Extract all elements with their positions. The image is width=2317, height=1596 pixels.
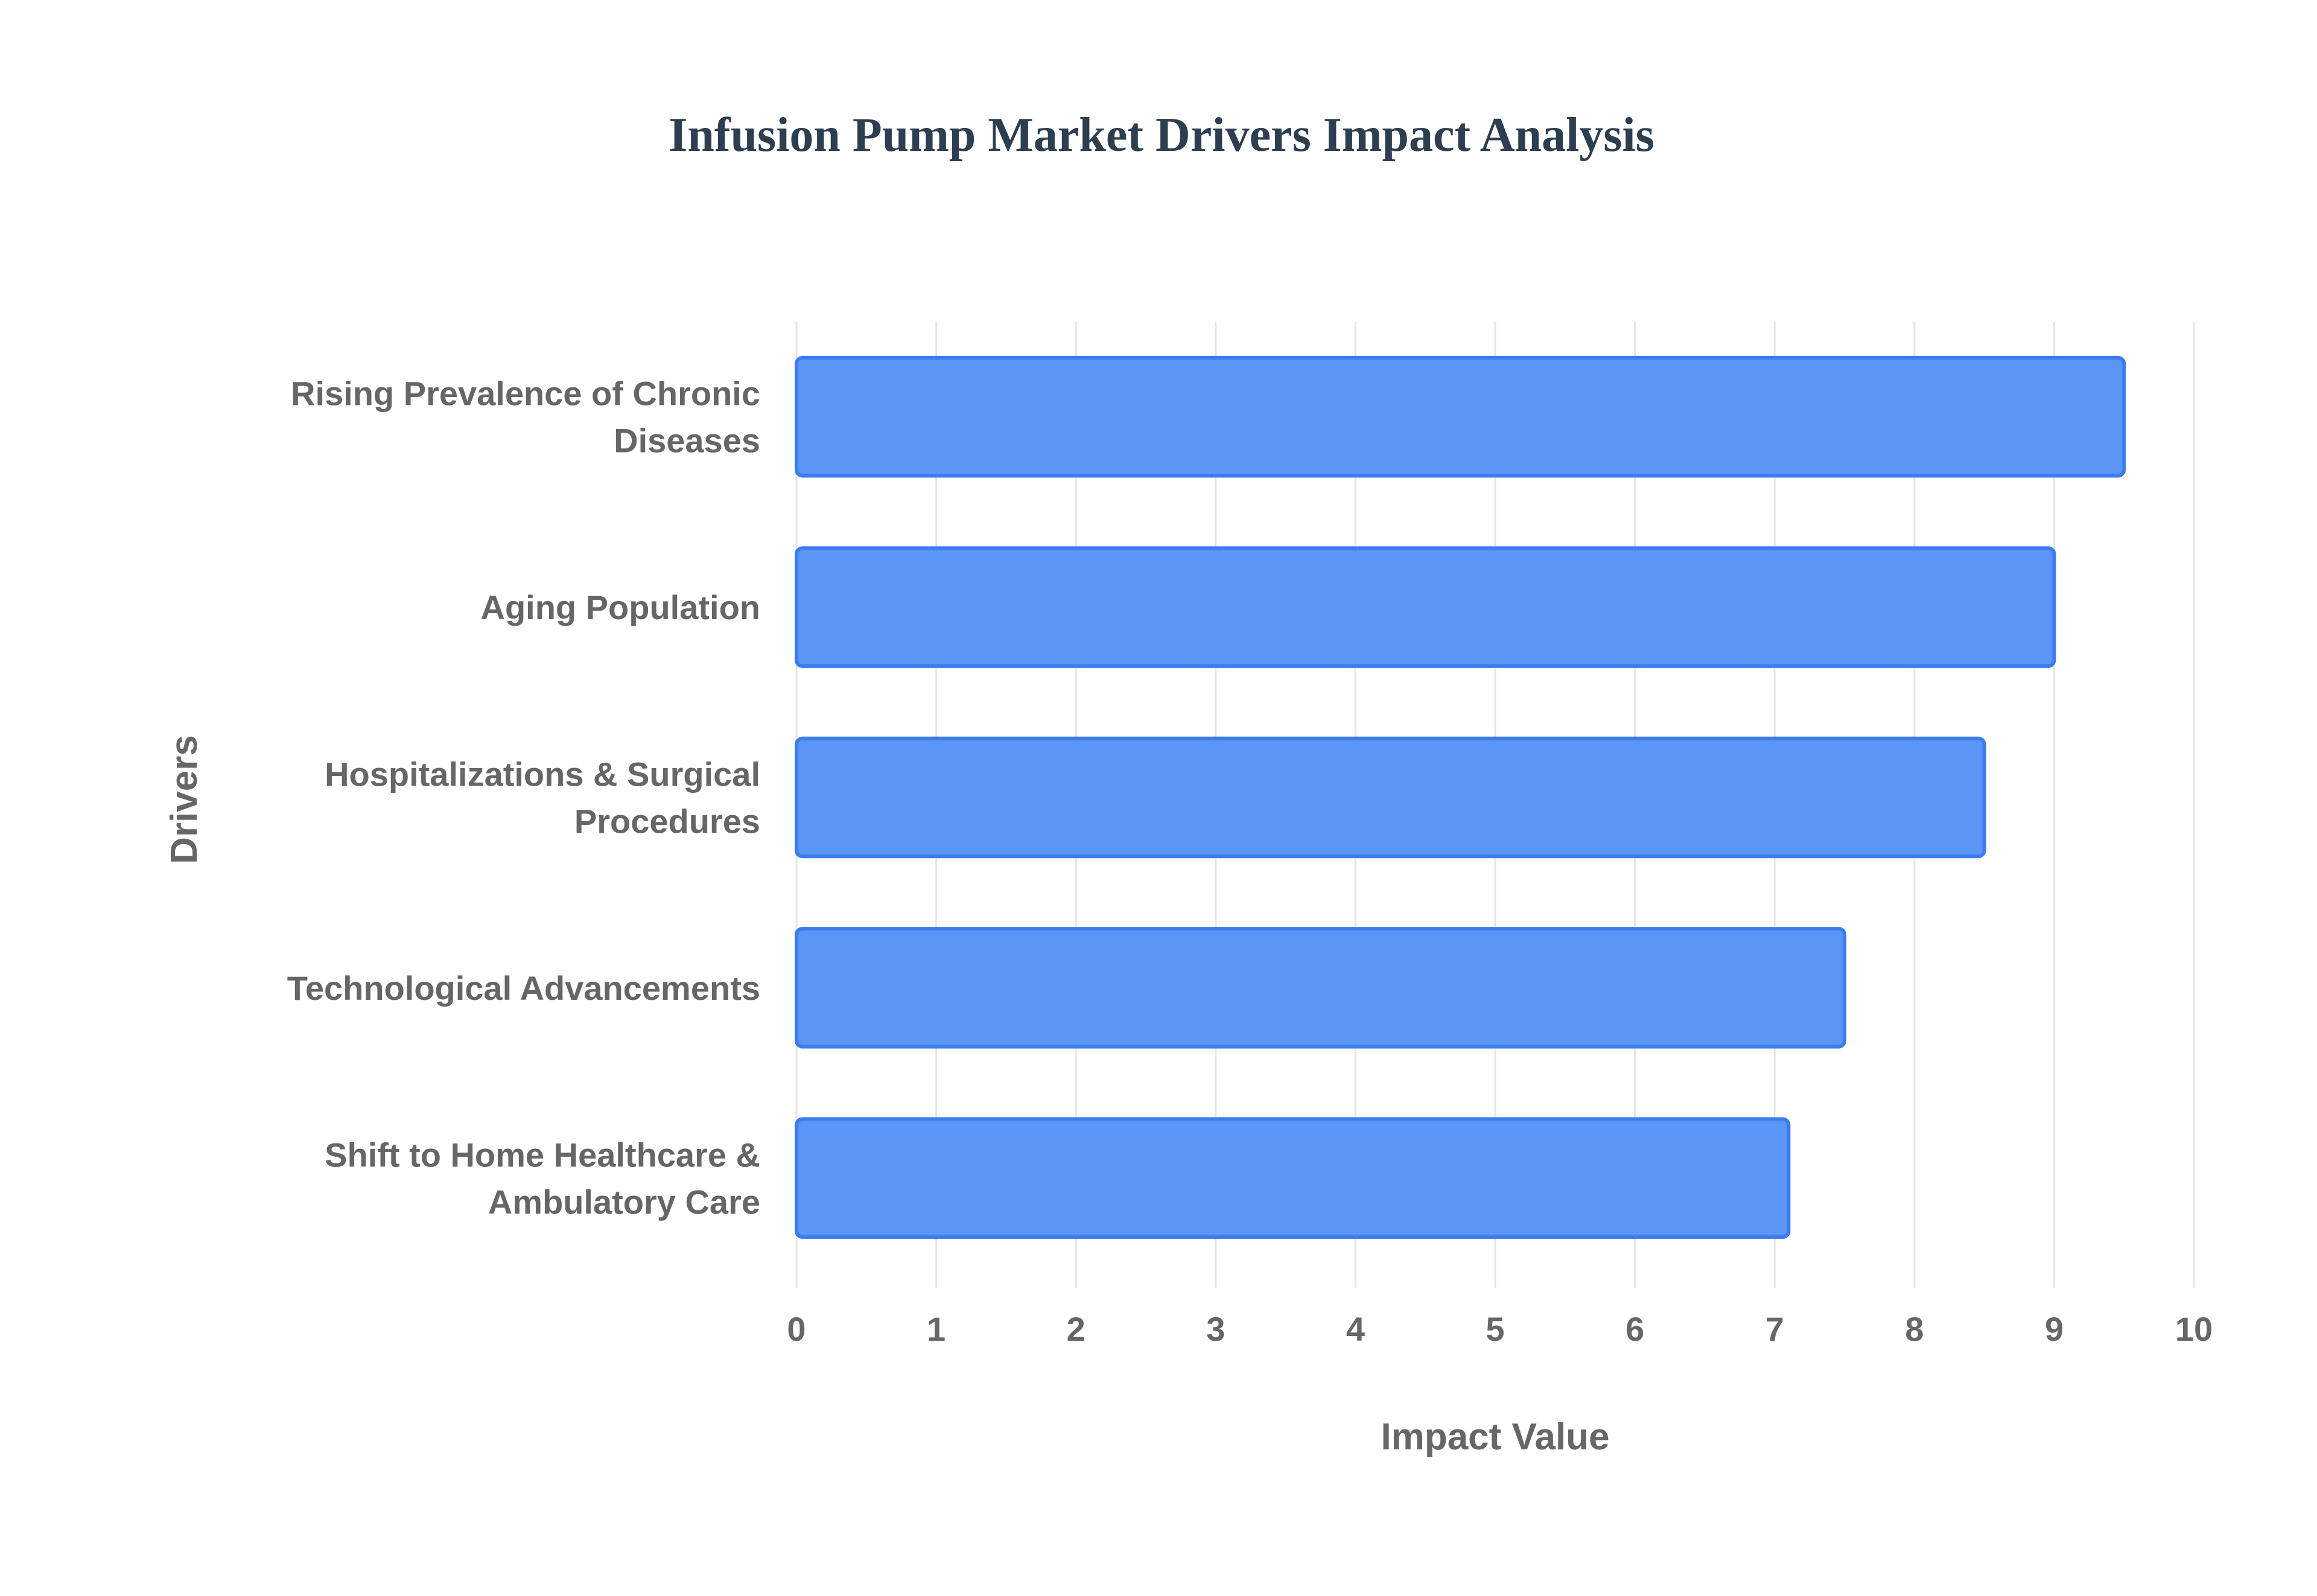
y-category-label-line: Shift to Home Healthcare & — [325, 1136, 760, 1174]
x-tick-label: 9 — [2045, 1310, 2064, 1348]
y-category-label-line: Hospitalizations & Surgical — [325, 755, 760, 793]
y-category-label: Shift to Home Healthcare & Ambulatory Car… — [325, 1136, 760, 1221]
x-tick-label: 6 — [1626, 1310, 1644, 1348]
y-category-label-line: Aging Population — [481, 588, 760, 626]
y-axis-title: Drivers — [164, 735, 205, 864]
y-category-label-line: Rising Prevalence of Chronic — [291, 375, 760, 413]
y-category-label-line: Diseases — [614, 422, 760, 460]
x-tick-label: 7 — [1766, 1310, 1784, 1348]
x-tick-label: 1 — [927, 1310, 946, 1348]
bar — [795, 546, 2056, 668]
x-tick-label: 4 — [1346, 1310, 1365, 1348]
x-tick-label: 10 — [2175, 1310, 2213, 1348]
x-axis: 0 1 2 3 4 5 6 7 8 9 10 — [787, 1310, 2213, 1348]
bar — [795, 355, 2126, 478]
y-category-label: Technological Advancements — [287, 969, 760, 1007]
y-category-label: Hospitalizations & Surgical Procedures — [325, 755, 760, 841]
x-tick-label: 3 — [1206, 1310, 1225, 1348]
x-tick-label: 0 — [787, 1310, 806, 1348]
y-category-label: Aging Population — [481, 588, 760, 626]
y-category-label-line: Ambulatory Care — [488, 1183, 760, 1221]
x-tick-label: 2 — [1067, 1310, 1085, 1348]
x-tick-label: 5 — [1486, 1310, 1504, 1348]
bar — [795, 736, 1986, 859]
y-category-label-line: Technological Advancements — [287, 969, 760, 1007]
x-axis-title: Impact Value — [1381, 1416, 1609, 1458]
y-category-label-line: Procedures — [574, 803, 760, 841]
bar — [795, 927, 1846, 1049]
y-category-label: Rising Prevalence of Chronic Diseases — [291, 375, 760, 460]
y-axis: Rising Prevalence of Chronic Diseases Agin… — [287, 375, 760, 1221]
chart-title: Infusion Pump Market Drivers Impact Anal… — [669, 109, 1654, 162]
bar — [795, 1117, 1791, 1239]
x-tick-label: 8 — [1905, 1310, 1924, 1348]
bars-layer — [795, 355, 2126, 1239]
